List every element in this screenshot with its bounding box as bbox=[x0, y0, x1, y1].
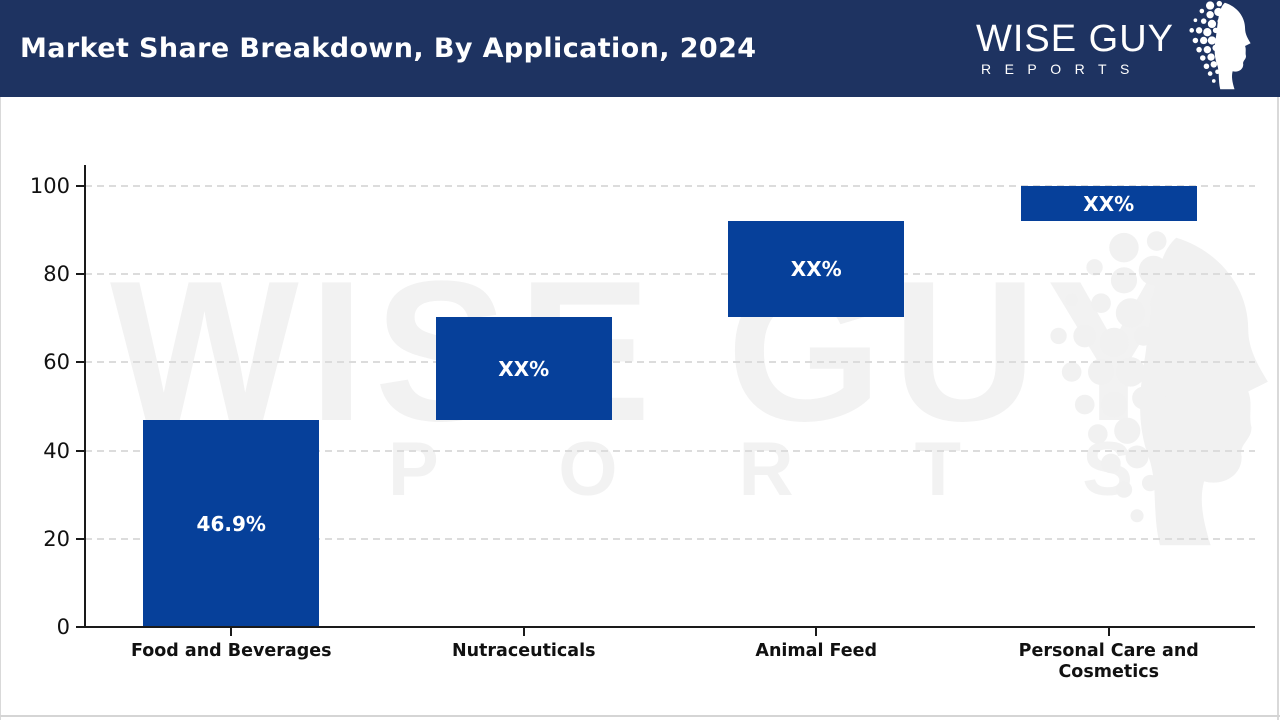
gridline-60 bbox=[85, 361, 1255, 364]
bar-3: XX% bbox=[728, 221, 905, 317]
gridline-20 bbox=[85, 537, 1255, 540]
y-tick-mark bbox=[76, 273, 85, 276]
y-tick-mark bbox=[76, 449, 85, 452]
header-band: Market Share Breakdown, By Application, … bbox=[0, 0, 1280, 97]
x-tick-mark bbox=[522, 628, 525, 636]
y-tick-label: 40 bbox=[43, 438, 70, 463]
frame-border-bottom bbox=[0, 715, 1280, 717]
bar-value-label: XX% bbox=[1083, 191, 1135, 216]
y-tick-label: 80 bbox=[43, 262, 70, 287]
frame-border-right bbox=[1277, 97, 1279, 720]
y-tick-mark bbox=[76, 185, 85, 187]
y-tick-mark bbox=[76, 361, 85, 364]
y-tick-label: 60 bbox=[43, 350, 70, 375]
dotted-head-icon bbox=[1148, 0, 1252, 96]
bar-1: 46.9% bbox=[143, 420, 320, 627]
category-label: Food and Beverages bbox=[130, 641, 332, 661]
gridline-40 bbox=[85, 449, 1255, 452]
x-tick-mark bbox=[1107, 628, 1110, 636]
category-label: Nutraceuticals bbox=[451, 641, 596, 661]
logo-text: WISE GUY REPORTS bbox=[976, 20, 1174, 77]
y-tick-label: 20 bbox=[43, 526, 70, 551]
y-tick-label: 0 bbox=[56, 615, 70, 639]
bar-4: XX% bbox=[1020, 186, 1197, 222]
y-tick-mark bbox=[76, 537, 85, 540]
gridline-100 bbox=[85, 185, 1255, 187]
y-axis-spine bbox=[84, 165, 86, 628]
category-label: Animal Feed bbox=[755, 641, 878, 661]
frame-border-left bbox=[0, 97, 1, 720]
y-tick-label: 100 bbox=[29, 174, 70, 198]
page-title: Market Share Breakdown, By Application, … bbox=[20, 33, 757, 64]
gridline-80 bbox=[85, 273, 1255, 276]
bar-2: XX% bbox=[435, 316, 612, 421]
bar-value-label: 46.9% bbox=[196, 511, 266, 536]
x-tick-mark bbox=[815, 628, 818, 636]
logo-subtext: REPORTS bbox=[980, 61, 1143, 77]
x-tick-mark bbox=[230, 628, 233, 636]
bar-value-label: XX% bbox=[498, 356, 550, 381]
y-tick-mark bbox=[76, 626, 85, 628]
bar-value-label: XX% bbox=[790, 257, 842, 282]
x-axis-spine bbox=[84, 626, 1255, 628]
category-label: Personal Care and Cosmetics bbox=[1018, 641, 1199, 683]
logo-wordmark: WISE GUY bbox=[975, 18, 1174, 60]
wise-guy-reports-logo: WISE GUY REPORTS bbox=[976, 0, 1252, 96]
